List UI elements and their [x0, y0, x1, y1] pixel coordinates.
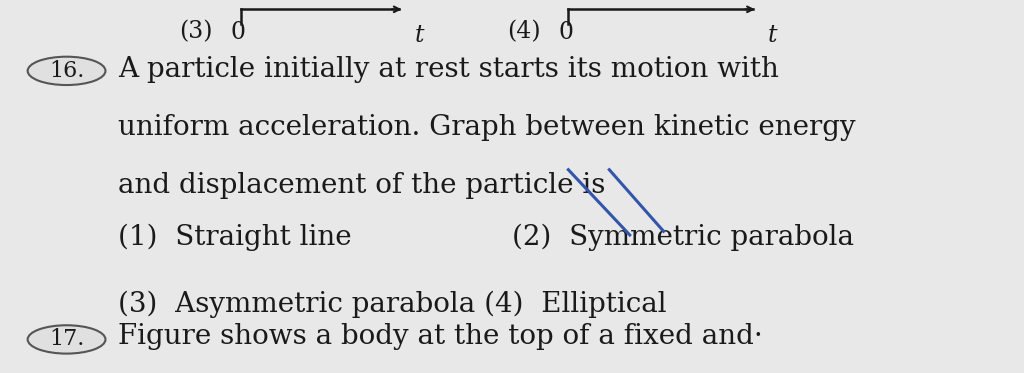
Text: 0: 0: [558, 21, 573, 44]
Circle shape: [28, 57, 105, 85]
Text: (4): (4): [507, 21, 541, 44]
Text: (1)  Straight line: (1) Straight line: [118, 224, 351, 251]
Text: 17.: 17.: [49, 329, 84, 350]
Text: t: t: [768, 24, 777, 47]
Text: A particle initially at rest starts its motion with: A particle initially at rest starts its …: [118, 56, 778, 83]
Text: 0: 0: [230, 21, 246, 44]
Text: t: t: [415, 24, 424, 47]
Text: uniform acceleration. Graph between kinetic energy: uniform acceleration. Graph between kine…: [118, 114, 855, 141]
Text: 16.: 16.: [49, 60, 84, 82]
Text: (2)  Symmetric parabola: (2) Symmetric parabola: [512, 224, 854, 251]
Text: Figure shows a body at the top of a fixed and·: Figure shows a body at the top of a fixe…: [118, 323, 763, 350]
Text: (3)  Asymmetric parabola (4)  Elliptical: (3) Asymmetric parabola (4) Elliptical: [118, 291, 667, 318]
Text: (3): (3): [179, 21, 213, 44]
Text: and displacement of the particle is: and displacement of the particle is: [118, 172, 605, 198]
Circle shape: [28, 325, 105, 354]
